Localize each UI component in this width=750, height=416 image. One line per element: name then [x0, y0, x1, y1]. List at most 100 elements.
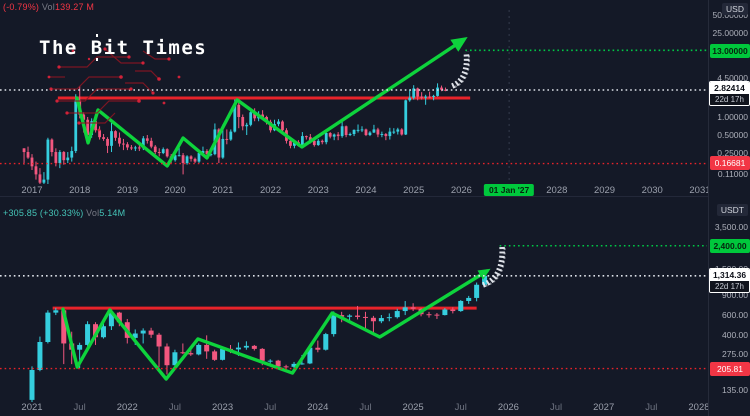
event-date-badge: 01 Jan '27 [483, 184, 535, 196]
circuit-pattern-icon [47, 47, 181, 132]
candle [253, 112, 257, 119]
candle [46, 139, 50, 180]
x-tick-label: 2021 [21, 402, 43, 413]
top-support-price-badge: 0.16681 [710, 156, 750, 170]
candle [416, 88, 420, 97]
candle [29, 369, 35, 400]
trend-line [61, 269, 489, 381]
candle [66, 157, 70, 161]
top-chart-canvas[interactable] [0, 0, 708, 196]
candle [340, 126, 344, 137]
x-tick-label: 2019 [116, 185, 138, 196]
candle [34, 166, 38, 175]
top-x-axis[interactable]: 2017 2018 2019 2020 2021 2022 2023 2024 2025 2026… [0, 185, 710, 199]
x-tick-label: Jul [264, 402, 277, 413]
candle [332, 134, 336, 137]
candle [197, 153, 201, 162]
top-chart-panel[interactable]: (-0.79%) Vol139.27 M [0, 0, 711, 199]
x-tick-label: Jul [454, 402, 467, 413]
candle [355, 315, 361, 317]
candle [38, 174, 42, 183]
x-tick-label: 2028 [688, 402, 710, 413]
candle [394, 311, 400, 318]
candle [116, 312, 122, 323]
price-axis[interactable]: USD USDT 50.00000 25.00000 4.50000 1.00000 0… [708, 0, 750, 416]
projection-curl [450, 51, 470, 89]
candle [328, 133, 332, 137]
candle [212, 351, 218, 360]
bottom-chart-canvas[interactable] [0, 200, 708, 416]
bottom-target-price-badge: 2,400.00 [710, 239, 750, 253]
bottom-current-price: 1,314.36 [710, 269, 749, 281]
candle [45, 312, 51, 343]
price-tick-label: 50.00000 [712, 10, 748, 21]
candle [283, 366, 289, 368]
candle [149, 140, 153, 147]
price-tick-label: 1.00000 [717, 112, 748, 122]
candle [277, 121, 280, 125]
candle [308, 137, 312, 141]
candle [30, 157, 34, 167]
x-tick-label: 2025 [402, 402, 424, 413]
candle [181, 155, 185, 164]
candle [132, 333, 138, 338]
candle [205, 151, 209, 155]
candlesticks [29, 270, 488, 402]
bottom-change-value: +305.85 (+30.33%) [3, 208, 84, 218]
bottom-current-price-badge: 1,314.36 22d 17h [709, 268, 750, 293]
x-tick-label: 2027 [593, 402, 615, 413]
candle [145, 138, 149, 141]
candle [180, 352, 186, 354]
bottom-x-axis[interactable]: 2021 Jul 2022 Jul 2023 Jul 2024 Jul 2025 Jul 2026 J… [0, 402, 710, 416]
candle [426, 314, 432, 316]
candle [50, 139, 54, 153]
candle [392, 131, 396, 133]
x-tick-label: Jul [359, 402, 372, 413]
bottom-unit-chip[interactable]: USDT [716, 204, 748, 216]
candle [348, 134, 352, 136]
candle [331, 315, 337, 335]
candle [98, 130, 101, 138]
candle [140, 330, 146, 334]
candle [54, 152, 58, 164]
candle [402, 307, 408, 312]
candle [245, 124, 249, 127]
x-tick-label: Jul [168, 402, 181, 413]
bitcoin-b-glyph: B [90, 34, 104, 61]
x-tick-label: 2026 [450, 185, 472, 196]
candle [474, 284, 480, 298]
logo-text-suffix: it Times [103, 37, 208, 59]
top-unit-chip[interactable]: USD [722, 3, 748, 15]
top-vol-label: Vol [41, 2, 55, 12]
candle [130, 147, 133, 149]
candle [237, 104, 241, 117]
x-tick-label: 2017 [21, 185, 43, 196]
trend-line [75, 38, 465, 168]
candle [428, 96, 431, 98]
candle [106, 138, 109, 146]
bottom-ticker-line: +305.85 (+30.33%) Vol5.14M [3, 208, 125, 218]
top-target-price-badge: 13.00000 [710, 44, 750, 58]
candle [300, 136, 304, 146]
candle [368, 132, 372, 136]
price-tick-label: 0.25000 [717, 148, 748, 159]
candle [74, 100, 78, 152]
candle [312, 140, 316, 146]
bottom-support-price-badge: 205.81 [710, 362, 750, 376]
candle [323, 334, 329, 350]
bottom-chart-panel[interactable]: +305.85 (+30.33%) Vol5.14M [0, 200, 708, 416]
bottom-vol-value: 5.14M [99, 208, 126, 218]
candle [259, 348, 265, 361]
candle [444, 89, 447, 91]
price-tick-label: 135.00 [722, 384, 748, 395]
logo-text: The Bit Times [39, 34, 208, 61]
candle [62, 152, 66, 161]
x-tick-label: 2018 [69, 185, 91, 196]
candle [299, 363, 305, 365]
candle [241, 117, 245, 127]
price-tick-label: 0.50000 [717, 130, 748, 141]
candle [148, 330, 154, 335]
x-tick-label: 2029 [593, 185, 616, 196]
candle [378, 318, 384, 322]
projection-curl [481, 246, 505, 288]
